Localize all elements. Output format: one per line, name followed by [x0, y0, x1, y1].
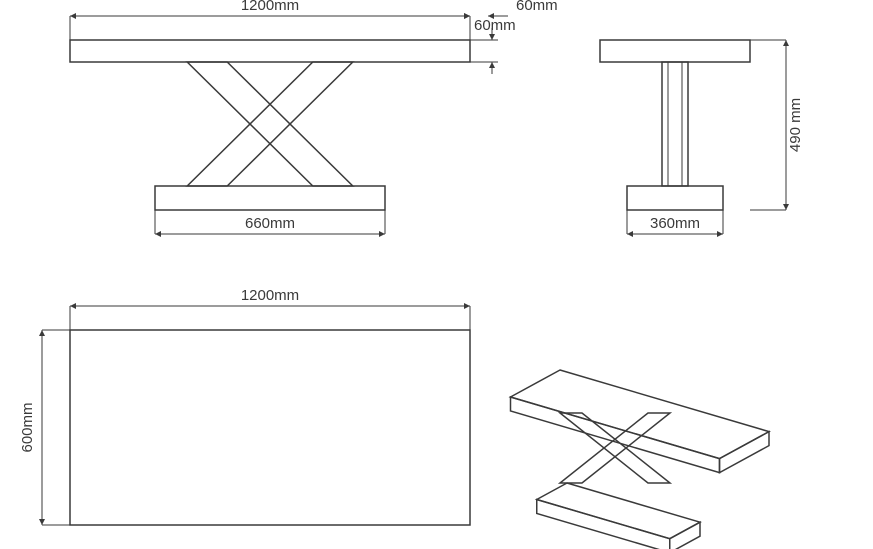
svg-text:1200mm: 1200mm [241, 0, 299, 14]
svg-text:60mm: 60mm [516, 0, 558, 14]
svg-text:60mm: 60mm [474, 17, 516, 34]
svg-text:490 mm: 490 mm [787, 98, 804, 152]
top-view: 1200mm 600mm [19, 287, 470, 525]
isometric-view [511, 370, 770, 549]
svg-text:1200mm: 1200mm [241, 287, 299, 304]
svg-text:660mm: 660mm [245, 215, 295, 232]
svg-text:360mm: 360mm [650, 215, 700, 232]
svg-text:600mm: 600mm [19, 402, 36, 452]
side-view: 360mm 490 mm [600, 40, 804, 237]
technical-drawing: 1200mm 60mm60mm 660mm 360mm 490 mm 1200mm 600m… [0, 0, 873, 549]
front-view: 1200mm 60mm60mm 660mm [70, 0, 558, 237]
